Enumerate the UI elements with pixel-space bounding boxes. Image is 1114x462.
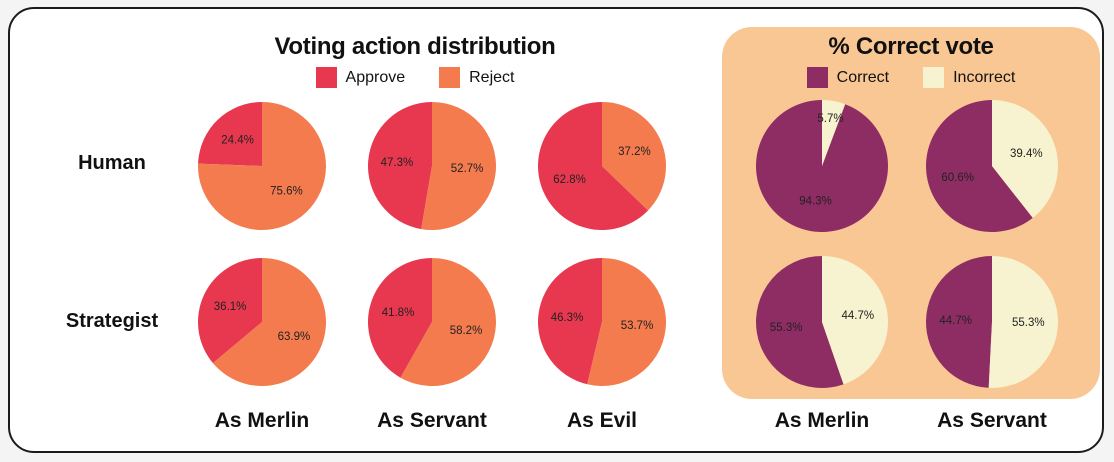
legend-label-approve: Approve: [345, 68, 406, 86]
row-label-strategist: Strategist: [65, 310, 159, 332]
pie-slice: [421, 102, 497, 230]
legend-item-correct: Correct: [806, 67, 890, 88]
pie-voting-3: 36.1% 63.9%: [198, 258, 327, 386]
legend-label-reject: Reject: [469, 68, 515, 86]
pie-slice: [538, 258, 602, 385]
legend-swatch-approve: [315, 67, 337, 88]
legend-label-incorrect: Incorrect: [953, 68, 1016, 86]
legend-swatch-incorrect: [923, 67, 945, 88]
pie-voting-4: 41.8% 58.2%: [368, 258, 496, 386]
pie-slice-value-label: 37.2%: [618, 146, 651, 158]
pie-slice: [368, 102, 432, 230]
column-label-right-0: As Merlin: [774, 409, 870, 432]
legend-swatch-reject: [439, 67, 461, 88]
pie-voting-0: 24.4% 75.6%: [198, 102, 326, 231]
legend-swatch-correct: [806, 67, 828, 88]
legend-label-correct: Correct: [836, 68, 890, 86]
pie-slice: [602, 102, 667, 211]
column-label-left-2: As Evil: [566, 409, 638, 432]
left-panel-title: Voting action distribution: [274, 33, 556, 60]
pie-slice-value-label: 58.2%: [450, 325, 483, 337]
pie-slice-value-label: 52.7%: [451, 163, 484, 175]
right-panel-legend: Correct Incorrect: [722, 67, 1100, 88]
pie-slice: [212, 258, 327, 386]
pie-slice: [400, 258, 496, 386]
row-label-human: Human: [78, 152, 146, 174]
right-panel-title: % Correct vote: [828, 33, 994, 60]
legend-item-reject: Reject: [439, 67, 514, 88]
legend-item-incorrect: Incorrect: [923, 67, 1015, 88]
figure-frame: Voting action distribution Approve Rejec…: [8, 7, 1104, 453]
column-label-left-0: As Merlin: [214, 409, 310, 432]
pie-slice-value-label: 63.9%: [278, 331, 311, 343]
column-label-right-1: As Servant: [937, 409, 1047, 432]
left-panel-legend: Approve Reject: [190, 67, 640, 88]
pie-slice: [198, 102, 326, 231]
legend-item-approve: Approve: [315, 67, 406, 88]
pie-voting-1: 47.3% 52.7%: [368, 102, 497, 230]
pie-slice: [538, 102, 649, 230]
pie-slice-value-label: 75.6%: [270, 185, 303, 197]
pie-slice-value-label: 24.4%: [221, 135, 254, 147]
column-label-left-1: As Servant: [377, 409, 487, 432]
pie-voting-2: 62.8% 37.2%: [538, 102, 667, 230]
pie-slice-value-label: 41.8%: [382, 307, 415, 319]
pie-slice-value-label: 47.3%: [381, 157, 414, 169]
pie-slice-value-label: 46.3%: [551, 312, 584, 324]
pie-slice: [368, 258, 432, 378]
pie-slice: [198, 258, 262, 364]
pie-slice-value-label: 53.7%: [621, 320, 654, 332]
pie-voting-5: 46.3% 53.7%: [538, 258, 667, 387]
pie-slice-value-label: 36.1%: [214, 301, 247, 313]
pie-slice: [198, 102, 262, 166]
pie-slice: [587, 258, 667, 387]
pie-slice-value-label: 62.8%: [553, 174, 586, 186]
